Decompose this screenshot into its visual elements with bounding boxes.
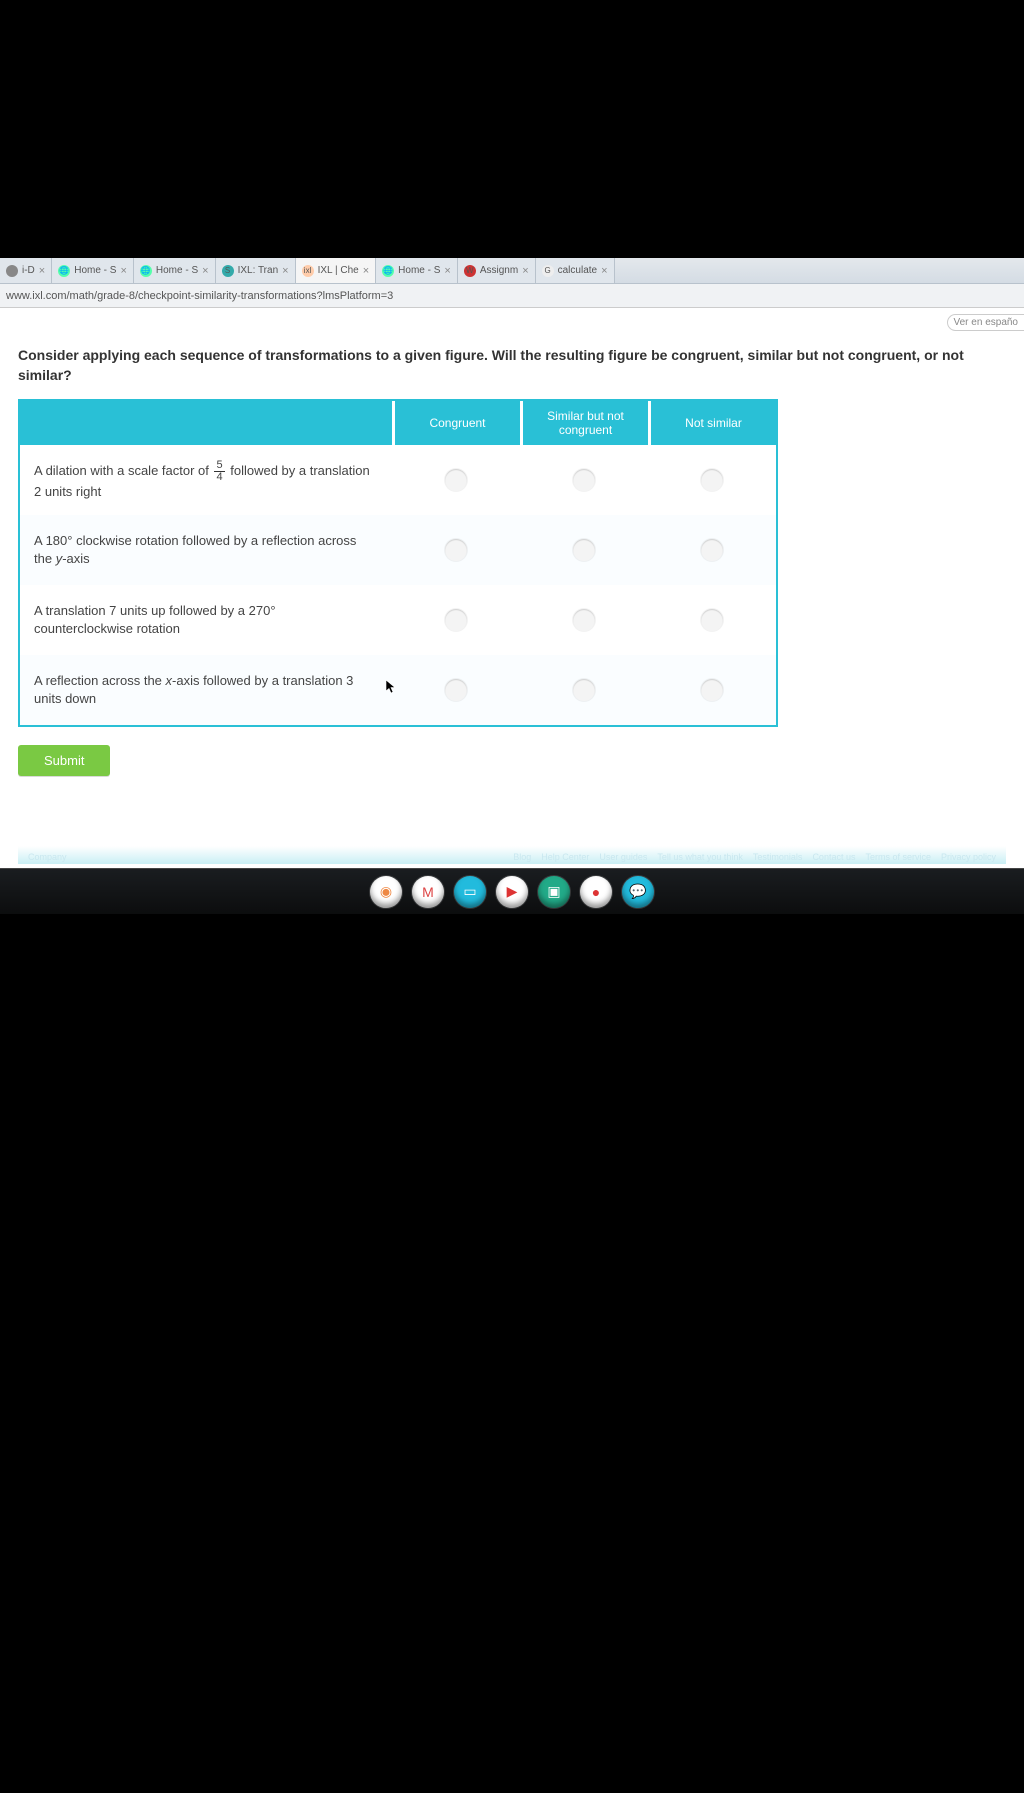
fraction: 54 bbox=[214, 460, 224, 483]
table-row: A dilation with a scale factor of 54 fol… bbox=[20, 445, 776, 515]
page-content: Ver en españo Consider applying each seq… bbox=[0, 308, 1024, 868]
browser-tab[interactable]: 🌐 Home - S × bbox=[376, 258, 458, 283]
browser-tab[interactable]: ixl IXL | Che × bbox=[296, 258, 377, 283]
tab-close-icon[interactable]: × bbox=[202, 265, 208, 277]
tab-label: Home - S bbox=[156, 265, 198, 276]
footer-link[interactable]: Blog bbox=[513, 852, 531, 862]
tab-close-icon[interactable]: × bbox=[363, 265, 369, 277]
youtube-icon[interactable]: ▶ bbox=[496, 876, 528, 908]
laptop-screen: i-D×🌐Home - S×🌐Home - S×SIXL: Tran×ixlIX… bbox=[0, 258, 1024, 914]
footer-link[interactable]: Terms of service bbox=[865, 852, 931, 862]
tab-label: Home - S bbox=[398, 265, 440, 276]
tab-label: IXL | Che bbox=[318, 265, 359, 276]
tab-favicon-icon: G bbox=[542, 265, 554, 277]
os-shelf: ◉ M ▭ ▶ ▣ ● 💬 bbox=[0, 868, 1024, 914]
footer-link[interactable]: Testimonials bbox=[753, 852, 803, 862]
question-text: Consider applying each sequence of trans… bbox=[18, 346, 1006, 385]
tab-label: i-D bbox=[22, 265, 35, 276]
browser-tab[interactable]: Gcalculate × bbox=[536, 258, 615, 283]
tab-favicon-icon: S bbox=[222, 265, 234, 277]
answer-grid: CongruentSimilar but not congruentNot si… bbox=[18, 399, 778, 727]
url-text: www.ixl.com/math/grade-8/checkpoint-simi… bbox=[6, 290, 393, 302]
tab-close-icon[interactable]: × bbox=[282, 265, 288, 277]
tab-label: Assignm bbox=[480, 265, 518, 276]
gmail-icon[interactable]: M bbox=[412, 876, 444, 908]
page-footer: Company Blog Help Center User guides Tell us… bbox=[18, 846, 1006, 864]
footer-link[interactable]: Tell us what you think bbox=[657, 852, 743, 862]
tab-close-icon[interactable]: × bbox=[39, 265, 45, 277]
chrome-icon[interactable]: ◉ bbox=[370, 876, 402, 908]
footer-link[interactable]: Privacy policy bbox=[941, 852, 996, 862]
tab-favicon-icon: ixl bbox=[302, 265, 314, 277]
footer-link[interactable]: User guides bbox=[599, 852, 647, 862]
browser-tabstrip: i-D×🌐Home - S×🌐Home - S×SIXL: Tran×ixlIX… bbox=[0, 258, 1024, 284]
tab-label: Home - S bbox=[74, 265, 116, 276]
row-description: A reflection across the x-axis followed … bbox=[20, 662, 392, 718]
radio-option[interactable] bbox=[573, 609, 595, 631]
row-description: A dilation with a scale factor of 54 fol… bbox=[20, 450, 392, 511]
tab-favicon-icon bbox=[6, 265, 18, 277]
radio-option[interactable] bbox=[701, 539, 723, 561]
radio-option[interactable] bbox=[445, 679, 467, 701]
radio-option[interactable] bbox=[445, 469, 467, 491]
radio-option[interactable] bbox=[445, 609, 467, 631]
tab-close-icon[interactable]: × bbox=[120, 265, 126, 277]
tab-favicon-icon: W bbox=[464, 265, 476, 277]
table-row: A translation 7 units up followed by a 2… bbox=[20, 585, 776, 655]
radio-option[interactable] bbox=[573, 469, 595, 491]
footer-link[interactable]: Contact us bbox=[812, 852, 855, 862]
chat-icon[interactable]: 💬 bbox=[622, 876, 654, 908]
table-row: A reflection across the x-axis followed … bbox=[20, 655, 776, 725]
tab-favicon-icon: 🌐 bbox=[58, 265, 70, 277]
browser-tab[interactable]: 🌐 Home - S × bbox=[52, 258, 134, 283]
footer-link[interactable]: Company bbox=[28, 852, 67, 862]
tab-label: calculate bbox=[558, 265, 597, 276]
column-header: Not similar bbox=[648, 401, 776, 445]
footer-link[interactable]: Help Center bbox=[541, 852, 589, 862]
tab-favicon-icon: 🌐 bbox=[140, 265, 152, 277]
language-toggle[interactable]: Ver en españo bbox=[947, 314, 1024, 331]
radio-option[interactable] bbox=[573, 679, 595, 701]
radio-option[interactable] bbox=[701, 609, 723, 631]
files-icon[interactable]: ▭ bbox=[454, 876, 486, 908]
tab-close-icon[interactable]: × bbox=[444, 265, 450, 277]
radio-option[interactable] bbox=[701, 469, 723, 491]
radio-option[interactable] bbox=[573, 539, 595, 561]
browser-tab[interactable]: 🌐 Home - S × bbox=[134, 258, 216, 283]
radio-option[interactable] bbox=[701, 679, 723, 701]
meet-icon[interactable]: ▣ bbox=[538, 876, 570, 908]
row-description: A translation 7 units up followed by a 2… bbox=[20, 592, 392, 648]
table-row: A 180° clockwise rotation followed by a … bbox=[20, 515, 776, 585]
tab-label: IXL: Tran bbox=[238, 265, 279, 276]
tab-close-icon[interactable]: × bbox=[601, 265, 607, 277]
browser-tab[interactable]: i-D × bbox=[0, 258, 52, 283]
browser-tab[interactable]: S IXL: Tran× bbox=[216, 258, 296, 283]
column-header: Congruent bbox=[392, 401, 520, 445]
record-icon[interactable]: ● bbox=[580, 876, 612, 908]
column-header: Similar but not congruent bbox=[520, 401, 648, 445]
submit-button[interactable]: Submit bbox=[18, 745, 110, 776]
browser-tab[interactable]: W Assignm × bbox=[458, 258, 536, 283]
tab-favicon-icon: 🌐 bbox=[382, 265, 394, 277]
address-bar[interactable]: www.ixl.com/math/grade-8/checkpoint-simi… bbox=[0, 284, 1024, 308]
radio-option[interactable] bbox=[445, 539, 467, 561]
tab-close-icon[interactable]: × bbox=[522, 265, 528, 277]
row-description: A 180° clockwise rotation followed by a … bbox=[20, 522, 392, 578]
